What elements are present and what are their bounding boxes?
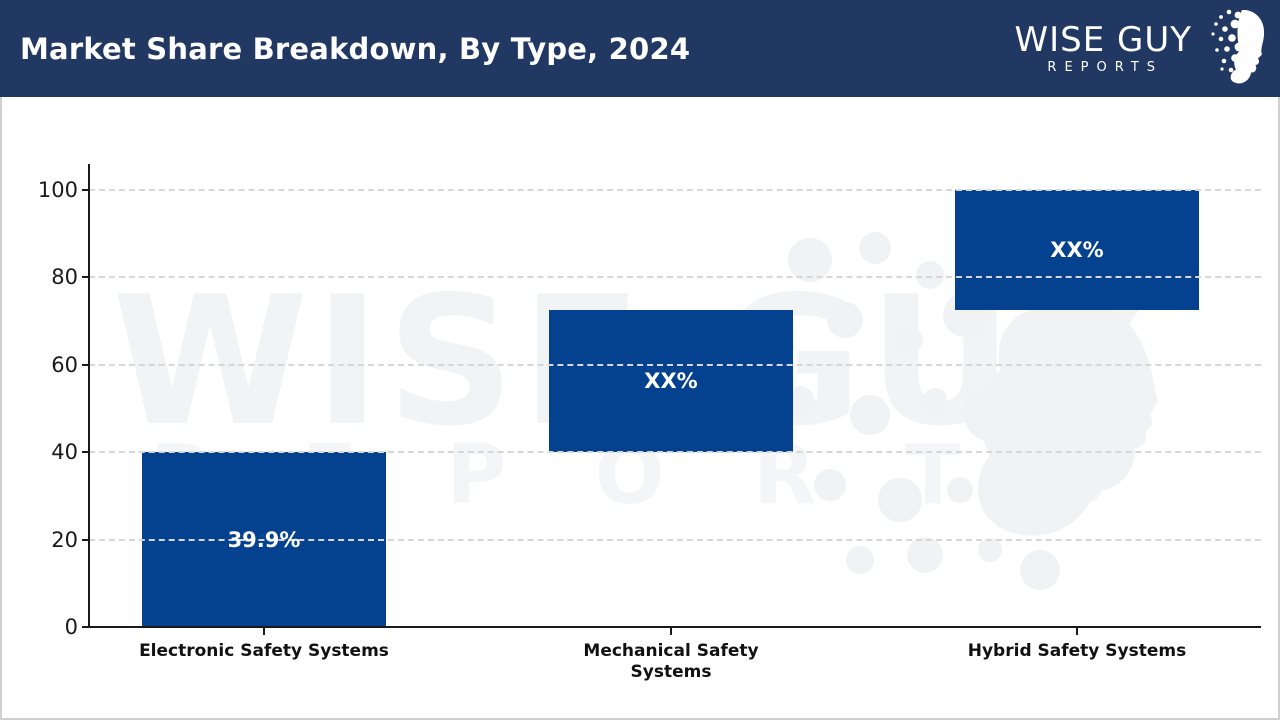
bar-value-label: XX% [1050, 237, 1104, 262]
y-tick-label: 100 [37, 177, 78, 202]
x-tick-mark [670, 628, 672, 635]
x-tick-mark [1076, 628, 1078, 635]
y-tick-label: 60 [51, 352, 78, 377]
gridline-40 [89, 451, 1261, 453]
y-tick-mark [82, 363, 89, 366]
bar-mechanical-safety-systems [549, 310, 793, 453]
x-category-label: Hybrid Safety Systems [967, 641, 1187, 661]
x-category-label: Electronic Safety Systems [139, 641, 389, 661]
y-tick-label: 80 [51, 265, 78, 289]
bar-value-label: XX% [644, 369, 698, 394]
y-tick-mark [82, 626, 89, 628]
x-tick-mark [263, 628, 265, 635]
x-axis-line [89, 626, 1261, 628]
gridline-80 [89, 276, 1261, 278]
y-tick-label: 40 [51, 440, 78, 464]
y-tick-label: 20 [51, 527, 78, 552]
logo-text: WISE GUY REPORTS [1014, 23, 1192, 75]
x-category-label: Mechanical Safety Systems [583, 641, 759, 683]
logo-face-icon [1211, 9, 1265, 83]
y-tick-mark [82, 276, 89, 278]
y-tick-mark [82, 451, 89, 453]
header-bar: Market Share Breakdown, By Type, 2024 WI… [0, 0, 1280, 97]
y-tick-mark [82, 188, 89, 191]
y-tick-label: 0 [64, 615, 78, 639]
gridline-20 [89, 538, 1261, 541]
gridline-100 [89, 188, 1261, 191]
page-title: Market Share Breakdown, By Type, 2024 [20, 31, 691, 66]
y-axis-line [88, 164, 90, 627]
gridline-60 [89, 363, 1261, 366]
wise-guy-reports-logo: WISE GUY REPORTS [1014, 7, 1280, 91]
logo-subtitle: REPORTS [1047, 59, 1164, 75]
y-tick-mark [82, 538, 89, 541]
bar-value-label: 39.9% [227, 527, 301, 552]
logo-wordmark: WISE GUY [1014, 19, 1192, 60]
